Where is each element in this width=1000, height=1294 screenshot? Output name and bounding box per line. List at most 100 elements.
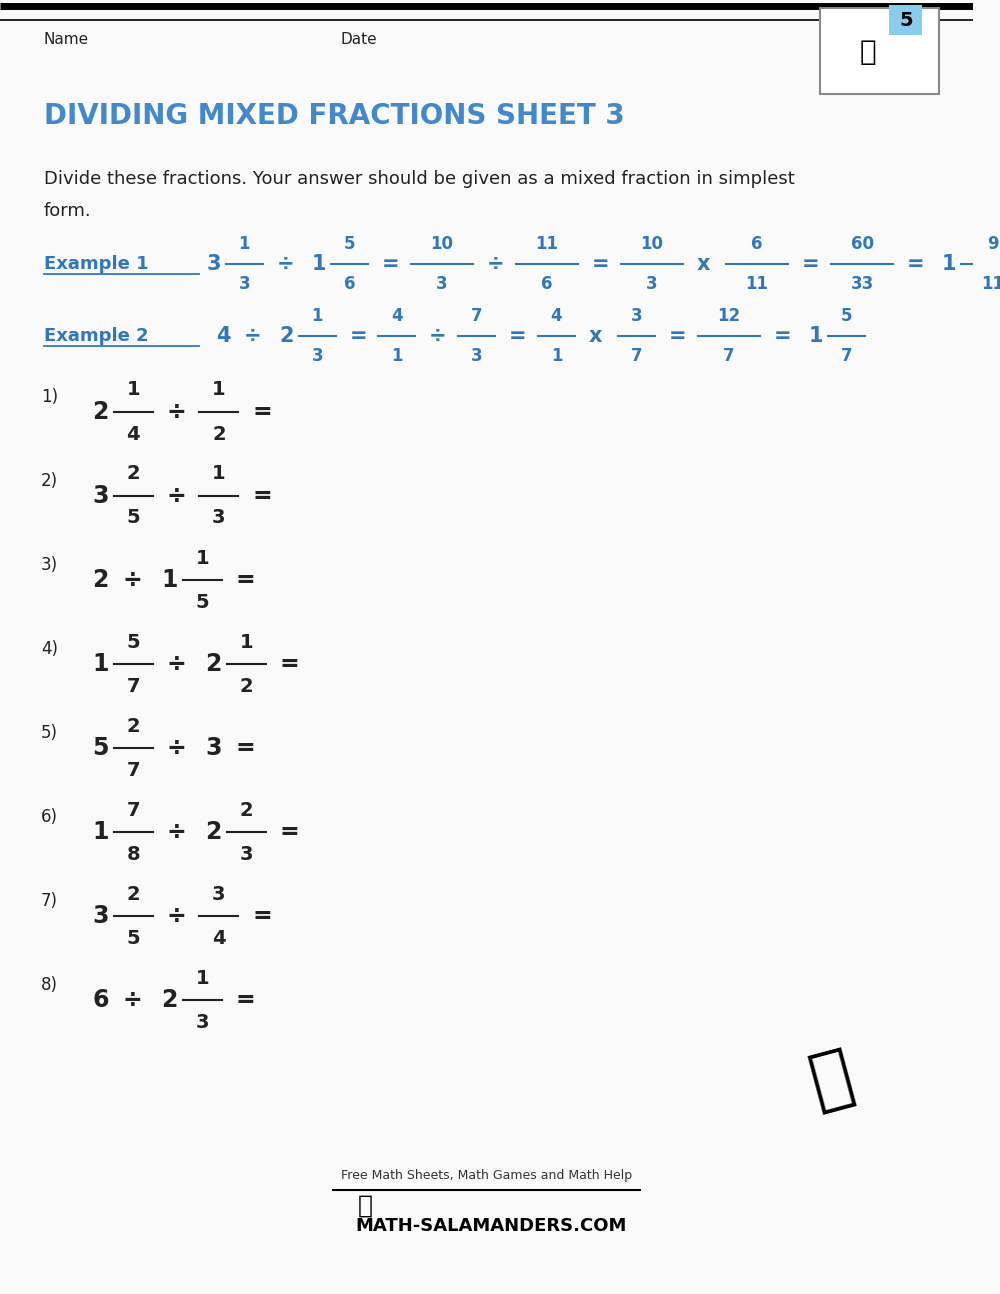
Text: 1: 1 <box>92 820 109 844</box>
FancyBboxPatch shape <box>820 8 939 94</box>
Text: =: = <box>381 254 399 274</box>
Text: 1: 1 <box>942 254 956 274</box>
Text: 1: 1 <box>311 254 326 274</box>
Text: 3: 3 <box>436 276 448 292</box>
Text: 3: 3 <box>646 276 658 292</box>
Text: =: = <box>235 736 255 760</box>
Text: ÷: ÷ <box>166 905 186 928</box>
Text: 🦎: 🦎 <box>803 1042 861 1117</box>
Text: 3: 3 <box>238 276 250 292</box>
Text: DIVIDING MIXED FRACTIONS SHEET 3: DIVIDING MIXED FRACTIONS SHEET 3 <box>44 102 625 129</box>
Text: =: = <box>279 652 299 675</box>
Text: 🐆: 🐆 <box>860 38 876 66</box>
Text: 7: 7 <box>127 801 140 819</box>
Text: 3: 3 <box>205 736 222 760</box>
Text: 2: 2 <box>126 717 140 735</box>
Text: 2: 2 <box>239 677 253 695</box>
Text: 6: 6 <box>541 276 553 292</box>
Text: Name: Name <box>44 31 89 47</box>
Text: 2: 2 <box>205 820 222 844</box>
Text: Example 2: Example 2 <box>44 327 148 345</box>
Text: 6): 6) <box>41 807 58 826</box>
Text: 60: 60 <box>851 236 874 254</box>
Text: 1: 1 <box>126 380 140 400</box>
Text: 4: 4 <box>391 307 403 325</box>
Text: 2: 2 <box>279 326 294 345</box>
Text: 7): 7) <box>41 892 58 910</box>
Text: 6: 6 <box>344 276 355 292</box>
Text: 3: 3 <box>196 1012 209 1031</box>
Text: 1: 1 <box>162 568 178 591</box>
Text: 7: 7 <box>631 347 642 365</box>
Text: 3: 3 <box>631 307 642 325</box>
Text: 3): 3) <box>41 556 58 575</box>
Text: =: = <box>592 254 609 274</box>
Text: Example 1: Example 1 <box>44 255 148 273</box>
Text: 2: 2 <box>92 568 109 591</box>
Text: 3: 3 <box>206 254 221 274</box>
Text: =: = <box>235 989 255 1012</box>
Text: 1: 1 <box>311 307 323 325</box>
Text: Date: Date <box>341 31 377 47</box>
Text: 5: 5 <box>196 593 209 612</box>
Text: 6: 6 <box>751 236 763 254</box>
Text: 3: 3 <box>212 885 226 903</box>
Text: =: = <box>252 905 272 928</box>
Text: 1: 1 <box>238 236 250 254</box>
Text: 5: 5 <box>899 10 913 30</box>
Text: =: = <box>774 326 791 345</box>
Text: 33: 33 <box>850 276 874 292</box>
Text: 5: 5 <box>126 509 140 528</box>
Text: Free Math Sheets, Math Games and Math Help: Free Math Sheets, Math Games and Math He… <box>341 1170 632 1183</box>
Text: 7: 7 <box>841 347 852 365</box>
Text: 2: 2 <box>162 989 178 1012</box>
Text: 7: 7 <box>127 677 140 695</box>
Text: 8): 8) <box>41 976 58 994</box>
Text: 1: 1 <box>239 633 253 651</box>
Text: =: = <box>907 254 924 274</box>
Text: 5): 5) <box>41 725 58 741</box>
FancyBboxPatch shape <box>889 5 922 35</box>
Text: Divide these fractions. Your answer should be given as a mixed fraction in simpl: Divide these fractions. Your answer shou… <box>44 170 795 188</box>
Text: =: = <box>349 326 367 345</box>
Text: ÷: ÷ <box>123 989 142 1012</box>
Text: =: = <box>802 254 819 274</box>
Text: 5: 5 <box>344 236 355 254</box>
Text: 6: 6 <box>92 989 109 1012</box>
Text: 2: 2 <box>92 400 109 424</box>
Text: 3: 3 <box>212 509 226 528</box>
Text: 3: 3 <box>92 905 109 928</box>
Text: ÷: ÷ <box>276 254 294 274</box>
Text: 9: 9 <box>987 236 998 254</box>
Text: =: = <box>279 820 299 844</box>
Text: MATH-SALAMANDERS.COM: MATH-SALAMANDERS.COM <box>356 1216 627 1234</box>
Text: 2: 2 <box>126 885 140 903</box>
Text: x: x <box>697 254 710 274</box>
Text: 1: 1 <box>92 652 109 675</box>
Text: 1: 1 <box>212 380 226 400</box>
Text: 11: 11 <box>535 236 558 254</box>
Text: 🐆: 🐆 <box>357 1194 372 1218</box>
Text: 4: 4 <box>212 929 226 947</box>
Text: =: = <box>252 400 272 424</box>
Text: 2): 2) <box>41 472 58 490</box>
Text: =: = <box>509 326 527 345</box>
Text: ÷: ÷ <box>429 326 447 345</box>
Text: ÷: ÷ <box>166 736 186 760</box>
Text: 1: 1 <box>212 465 226 484</box>
Text: 5: 5 <box>92 736 109 760</box>
Text: 3: 3 <box>92 484 109 509</box>
Text: ÷: ÷ <box>244 326 262 345</box>
Text: 1: 1 <box>196 549 209 568</box>
Text: 5: 5 <box>126 929 140 947</box>
Text: =: = <box>668 326 686 345</box>
Text: ÷: ÷ <box>166 652 186 675</box>
Text: ÷: ÷ <box>166 400 186 424</box>
Text: 4): 4) <box>41 641 58 659</box>
Text: 2: 2 <box>205 652 222 675</box>
Text: 2: 2 <box>239 801 253 819</box>
Text: 7: 7 <box>723 347 735 365</box>
Text: 3: 3 <box>471 347 483 365</box>
Text: 1: 1 <box>391 347 403 365</box>
Text: 12: 12 <box>717 307 740 325</box>
